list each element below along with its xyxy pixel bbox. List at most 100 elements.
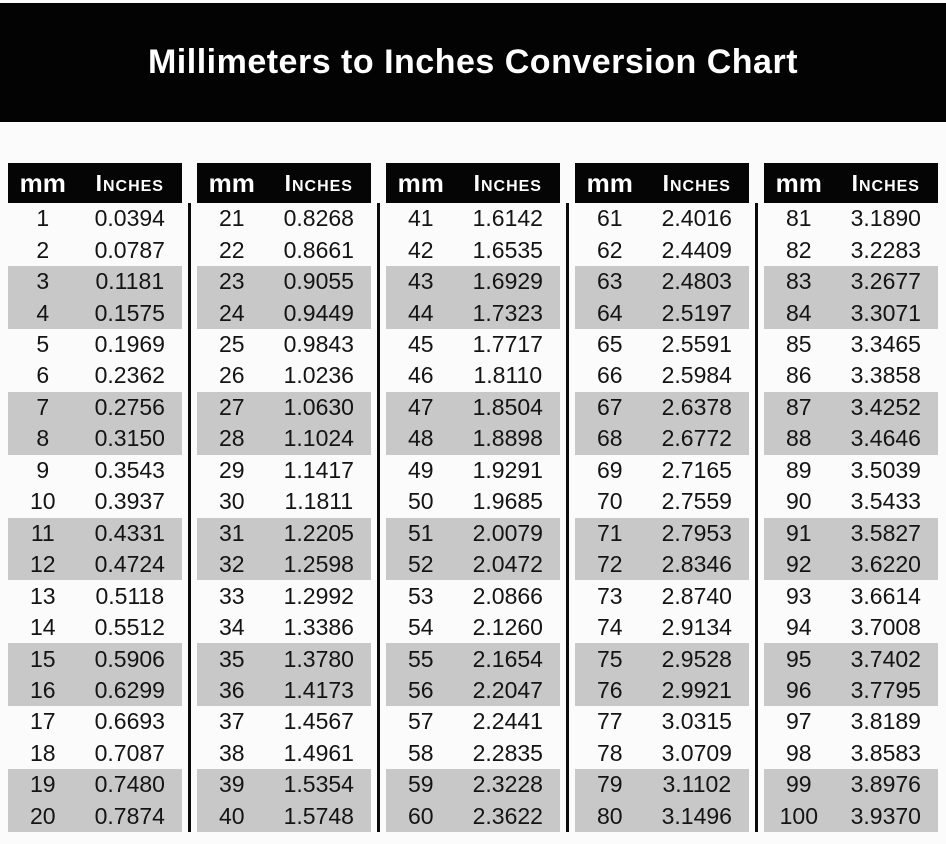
inches-value: 2.3228: [472, 771, 543, 798]
mm-value: 74: [597, 614, 623, 641]
mm-value: 98: [786, 739, 812, 766]
mm-value: 63: [597, 268, 623, 295]
table-row: 52 2.0472: [386, 548, 560, 581]
inches-value: 0.5118: [95, 582, 165, 609]
mm-value: 64: [597, 299, 623, 326]
table-row: 56 2.2047: [386, 674, 560, 707]
inches-value: 0.1969: [94, 331, 165, 358]
inches-value: 0.0787: [94, 236, 165, 263]
table-row: 92 3.6220: [764, 548, 938, 581]
inches-value: 3.2283: [850, 236, 921, 263]
mm-header: mm: [586, 167, 633, 198]
mm-value: 83: [786, 268, 812, 295]
mm-value: 31: [219, 519, 245, 546]
table-row: 45 1.7717: [386, 329, 560, 360]
table-rows: 81 3.1890 82 3.2283 83 3.2677 84 3.3071 85 3.3465…: [764, 203, 938, 833]
mm-value: 13: [30, 582, 56, 609]
inches-value: 3.4252: [850, 393, 921, 420]
table-row: 55 2.1654: [386, 643, 560, 675]
table-row: 17 0.6693: [8, 706, 182, 737]
table-row: 5 0.1969: [8, 329, 182, 360]
mm-value: 23: [219, 268, 245, 295]
table-row: 90 3.5433: [764, 486, 938, 517]
table-row: 50 1.9685: [386, 486, 560, 517]
inches-value: 3.2677: [850, 268, 921, 295]
inches-value: 2.7953: [661, 519, 732, 546]
inches-value: 1.4961: [283, 739, 354, 766]
mm-value: 49: [408, 456, 434, 483]
inches-value: 1.0236: [283, 362, 354, 389]
mm-value: 38: [219, 739, 245, 766]
inches-value: 1.2598: [283, 551, 354, 578]
table-row: 59 2.3228: [386, 769, 560, 801]
mm-value: 65: [597, 331, 623, 358]
inches-value: 2.4016: [661, 205, 732, 232]
mm-value: 58: [408, 739, 434, 766]
mm-value: 16: [30, 677, 56, 704]
table-row: 62 2.4409: [575, 234, 749, 265]
table-row: 73 2.8740: [575, 580, 749, 611]
mm-value: 82: [786, 236, 812, 263]
mm-value: 29: [219, 456, 245, 483]
mm-value: 44: [408, 299, 434, 326]
table-row: 16 0.6299: [8, 674, 182, 707]
mm-value: 70: [597, 488, 623, 515]
mm-value: 37: [219, 708, 245, 735]
table-row: 58 2.2835: [386, 738, 560, 769]
table-row: 53 2.0866: [386, 580, 560, 611]
mm-value: 68: [597, 425, 623, 452]
page-title: Millimeters to Inches Conversion Chart: [147, 43, 799, 81]
inches-value: 3.5039: [850, 456, 921, 483]
column-divider: [377, 203, 380, 832]
inches-value: 3.6220: [850, 551, 921, 578]
inches-value: 2.6772: [661, 425, 732, 452]
inches-value: 0.0394: [94, 205, 165, 232]
inches-value: 1.7717: [472, 331, 543, 358]
mm-value: 61: [597, 205, 623, 232]
inches-value: 3.7795: [850, 677, 921, 704]
inches-value: 3.0709: [661, 739, 732, 766]
table-row: 49 1.9291: [386, 455, 560, 486]
table-row: 95 3.7402: [764, 643, 938, 675]
mm-value: 8: [36, 425, 50, 452]
table-group-41-60: mm Inches 41 1.6142 42 1.6535 43 1.6929 44 1.73…: [386, 163, 560, 833]
inches-value: 0.5512: [94, 614, 165, 641]
mm-value: 59: [408, 771, 434, 798]
mm-value: 91: [786, 519, 812, 546]
mm-value: 93: [786, 582, 812, 609]
table-row: 88 3.4646: [764, 423, 938, 455]
inches-value: 1.5748: [283, 802, 354, 829]
mm-value: 53: [408, 582, 434, 609]
table-row: 97 3.8189: [764, 706, 938, 737]
table-row: 98 3.8583: [764, 738, 938, 769]
mm-value: 19: [30, 771, 56, 798]
inches-value: 1.6142: [472, 205, 543, 232]
mm-value: 27: [219, 393, 245, 420]
table-row: 66 2.5984: [575, 360, 749, 391]
table-row: 26 1.0236: [197, 360, 371, 391]
column-divider: [188, 203, 191, 832]
mm-value: 56: [408, 677, 434, 704]
mm-value: 21: [219, 205, 245, 232]
table-row: 1 0.0394: [8, 203, 182, 234]
mm-value: 3: [36, 268, 50, 295]
inches-value: 0.5906: [94, 645, 165, 672]
mm-value: 46: [408, 362, 434, 389]
inches-value: 2.7165: [661, 456, 732, 483]
mm-value: 1: [36, 205, 50, 232]
table-row: 85 3.3465: [764, 329, 938, 360]
inches-value: 1.5354: [283, 771, 354, 798]
column-divider: [566, 203, 569, 832]
table-row: 31 1.2205: [197, 517, 371, 549]
mm-value: 57: [408, 708, 434, 735]
table-row: 21 0.8268: [197, 203, 371, 234]
mm-value: 33: [219, 582, 245, 609]
inches-value: 1.1811: [284, 488, 354, 515]
inches-value: 2.8740: [661, 582, 732, 609]
table-row: 22 0.8661: [197, 234, 371, 265]
inches-value: 0.1181: [95, 268, 165, 295]
inches-value: 0.7480: [94, 771, 165, 798]
mm-value: 85: [786, 331, 812, 358]
table-row: 80 3.1496: [575, 800, 749, 833]
mm-value: 89: [786, 456, 812, 483]
